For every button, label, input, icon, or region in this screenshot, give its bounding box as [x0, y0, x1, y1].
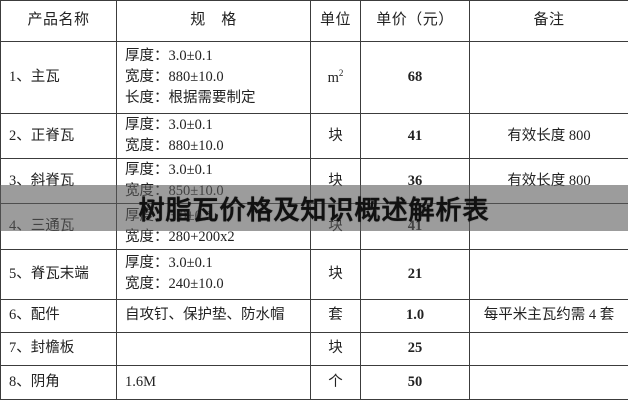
table-row: 3、斜脊瓦 厚度：3.0±0.1 宽度：850±10.0 块 36 有效长度 8… — [0, 158, 628, 205]
cell-remark: 有效长度 800 — [469, 158, 628, 205]
cell-unit: 块 — [310, 113, 361, 160]
cell-unit-price: 1.0 — [360, 298, 470, 333]
spec-line: 长度：根据需要制定 — [125, 90, 256, 107]
spec-line: 宽度：880±10.0 — [125, 138, 224, 155]
cell-unit: 套 — [310, 298, 361, 333]
unit-value: 个 — [328, 373, 343, 390]
cell-remark: 有效长度 800 — [469, 113, 628, 160]
cell-remark — [469, 331, 628, 366]
cell-specification: 厚度：3.0±0.1 宽度：880±10.0 长度：根据需要制定 — [116, 41, 311, 115]
table-row: 2、正脊瓦 厚度：3.0±0.1 宽度：880±10.0 块 41 有效长度 8… — [0, 113, 628, 160]
cell-specification: 自攻钉、保护垫、防水帽 — [116, 298, 311, 333]
header-specification: 规 格 — [116, 0, 311, 43]
cell-product-name: 5、脊瓦末端 — [0, 248, 117, 300]
cell-unit-price: 25 — [360, 331, 470, 366]
unit-value: 块 — [328, 127, 343, 144]
cell-specification — [116, 331, 311, 366]
spec-line: 宽度：850±10.0 — [125, 183, 224, 200]
cell-unit-price: 36 — [360, 158, 470, 205]
cell-product-name: 7、封檐板 — [0, 331, 117, 366]
cell-product-name: 4、三通瓦 — [0, 203, 117, 250]
spec-line: 厚度：3.0±0.1 — [125, 162, 213, 179]
unit-superscript: 2 — [338, 67, 344, 78]
unit-value: 套 — [328, 307, 343, 324]
cell-product-name: 2、正脊瓦 — [0, 113, 117, 160]
cell-unit-price: 41 — [360, 203, 470, 250]
table-row: 8、阴角 1.6M 个 50 — [0, 364, 628, 400]
header-unit: 单位 — [310, 0, 361, 43]
spec-line: 厚度：3.0±0.1 — [125, 48, 213, 65]
cell-product-name: 8、阴角 — [0, 364, 117, 400]
header-product-name: 产品名称 — [0, 0, 117, 43]
cell-unit: 个 — [310, 364, 361, 400]
spec-line: 宽度：240±10.0 — [125, 276, 224, 293]
spec-line: 宽度：280+200x2 — [125, 228, 235, 245]
cell-unit-price: 68 — [360, 41, 470, 115]
unit-value: 块 — [328, 172, 343, 189]
cell-unit: 块 — [310, 158, 361, 205]
cell-remark: 每平米主瓦约需 4 套 — [469, 298, 628, 333]
cell-unit-price: 41 — [360, 113, 470, 160]
cell-product-name: 1、主瓦 — [0, 41, 117, 115]
cell-specification: 厚度：3.0±0.1 宽度：880±10.0 — [116, 113, 311, 160]
cell-remark — [469, 203, 628, 250]
unit-value: 块 — [328, 265, 343, 282]
cell-product-name: 3、斜脊瓦 — [0, 158, 117, 205]
cell-specification: 厚度：3.0±0.1 宽度：240±10.0 — [116, 248, 311, 300]
spec-line: 厚度：3.0±0.1 — [125, 207, 213, 224]
cell-specification: 厚度：3.0±0.1 宽度：280+200x2 — [116, 203, 311, 250]
cell-unit-price: 50 — [360, 364, 470, 400]
spec-line: 厚度：3.0±0.1 — [125, 117, 213, 134]
cell-unit: m2 — [310, 41, 361, 115]
cell-specification: 厚度：3.0±0.1 宽度：850±10.0 — [116, 158, 311, 205]
cell-remark — [469, 248, 628, 300]
cell-unit-price: 21 — [360, 248, 470, 300]
spec-line: 自攻钉、保护垫、防水帽 — [125, 307, 285, 324]
table-row: 5、脊瓦末端 厚度：3.0±0.1 宽度：240±10.0 块 21 — [0, 248, 628, 300]
table-header-row: 产品名称 规 格 单位 单价（元） 备注 — [0, 0, 628, 43]
unit-value: 块 — [328, 340, 343, 357]
unit-value: m — [327, 69, 339, 86]
table-row: 7、封檐板 块 25 — [0, 331, 628, 366]
spec-line: 厚度：3.0±0.1 — [125, 255, 213, 272]
header-remark: 备注 — [469, 0, 628, 43]
cell-unit: 块 — [310, 248, 361, 300]
cell-specification: 1.6M — [116, 364, 311, 400]
unit-value: 块 — [328, 218, 343, 235]
cell-product-name: 6、配件 — [0, 298, 117, 333]
spec-line: 1.6M — [125, 373, 157, 390]
table-row: 1、主瓦 厚度：3.0±0.1 宽度：880±10.0 长度：根据需要制定 m2… — [0, 41, 628, 115]
spec-line: 宽度：880±10.0 — [125, 69, 224, 86]
header-unit-price: 单价（元） — [360, 0, 470, 43]
cell-remark — [469, 364, 628, 400]
table-row: 6、配件 自攻钉、保护垫、防水帽 套 1.0 每平米主瓦约需 4 套 — [0, 298, 628, 333]
table-row: 4、三通瓦 厚度：3.0±0.1 宽度：280+200x2 块 41 — [0, 203, 628, 250]
cell-unit: 块 — [310, 331, 361, 366]
cell-remark — [469, 41, 628, 115]
cell-unit: 块 — [310, 203, 361, 250]
